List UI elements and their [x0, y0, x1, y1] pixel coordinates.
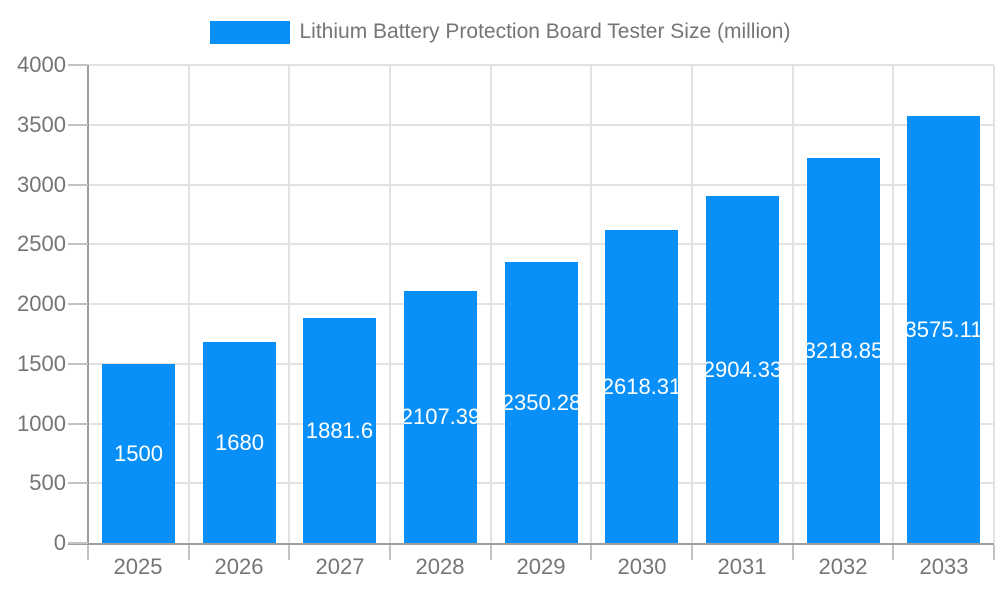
y-axis-label: 2000 — [17, 291, 66, 316]
x-axis-tick — [892, 545, 894, 560]
x-axis-tick — [188, 545, 190, 560]
bar-value-label: 3218.85 — [807, 337, 880, 363]
bar-2029[interactable]: 2350.28 — [505, 262, 578, 543]
x-axis-tick — [389, 545, 391, 560]
bar-2028[interactable]: 2107.39 — [404, 291, 477, 543]
x-axis-label: 2033 — [919, 554, 969, 579]
bar-2033[interactable]: 3575.11 — [907, 116, 980, 543]
bar-2031[interactable]: 2904.33 — [706, 196, 779, 543]
y-axis-tick — [68, 482, 88, 484]
x-axis-label: 2027 — [315, 554, 365, 579]
bar-2026[interactable]: 1680 — [203, 342, 276, 543]
x-axis-label: 2029 — [516, 554, 566, 579]
y-axis-label: 3000 — [17, 172, 66, 197]
plot-area: 1500 1680 1881.6 2107.39 2350.28 2618.31 2904.… — [88, 64, 995, 543]
bar-value-label: 1500 — [114, 440, 163, 466]
bar-2025[interactable]: 1500 — [102, 364, 175, 543]
x-axis-tick — [590, 545, 592, 560]
legend-swatch — [209, 20, 290, 44]
y-axis-tick — [68, 124, 88, 126]
x-axis-label: 2031 — [717, 554, 767, 579]
y-axis-tick — [68, 184, 88, 186]
y-axis-tick — [68, 542, 88, 544]
bar-value-label: 3575.11 — [907, 316, 980, 342]
y-axis-tick — [68, 64, 88, 66]
bar-value-label: 2904.33 — [706, 356, 779, 382]
x-axis-line — [68, 543, 994, 545]
x-axis-label: 2026 — [214, 554, 264, 579]
y-axis-tick — [68, 303, 88, 305]
y-axis-tick — [68, 243, 88, 245]
y-axis-tick — [68, 423, 88, 425]
y-axis-label: 4000 — [17, 52, 66, 77]
y-axis-label: 3500 — [17, 112, 66, 137]
y-axis-label: 1000 — [17, 411, 66, 436]
x-axis-tick — [490, 545, 492, 560]
x-axis-tick — [792, 545, 794, 560]
bar-2030[interactable]: 2618.31 — [605, 230, 678, 543]
bar-2032[interactable]: 3218.85 — [807, 158, 880, 543]
gridline-vertical — [993, 65, 995, 543]
gridline-horizontal — [88, 64, 994, 66]
bar-value-label: 1881.6 — [305, 417, 374, 443]
x-axis-tick — [993, 545, 995, 560]
gridline-horizontal — [88, 124, 994, 126]
x-axis-tick — [288, 545, 290, 560]
x-axis-label: 2030 — [617, 554, 667, 579]
y-axis-label: 2500 — [17, 231, 66, 256]
x-axis-label: 2032 — [818, 554, 868, 579]
bar-value-label: 2107.39 — [404, 404, 477, 429]
bar-value-label: 2350.28 — [505, 389, 578, 415]
y-axis-line — [87, 65, 89, 558]
y-axis-label: 1500 — [17, 351, 66, 376]
gridline-horizontal — [88, 243, 994, 245]
x-axis-label: 2025 — [113, 554, 163, 579]
gridline-horizontal — [88, 184, 994, 186]
y-axis-label: 500 — [29, 470, 66, 495]
legend-label: Lithium Battery Protection Board Tester … — [299, 20, 791, 43]
chart-legend[interactable]: Lithium Battery Protection Board Tester … — [0, 17, 1000, 47]
bar-2027[interactable]: 1881.6 — [303, 318, 376, 543]
x-axis-label: 2028 — [415, 554, 465, 579]
bar-value-label: 1680 — [215, 429, 264, 455]
bar-value-label: 2618.31 — [605, 373, 678, 399]
y-axis-tick — [68, 363, 88, 365]
x-axis-tick — [87, 545, 89, 560]
y-axis-label: 0 — [53, 530, 66, 555]
x-axis-tick — [691, 545, 693, 560]
